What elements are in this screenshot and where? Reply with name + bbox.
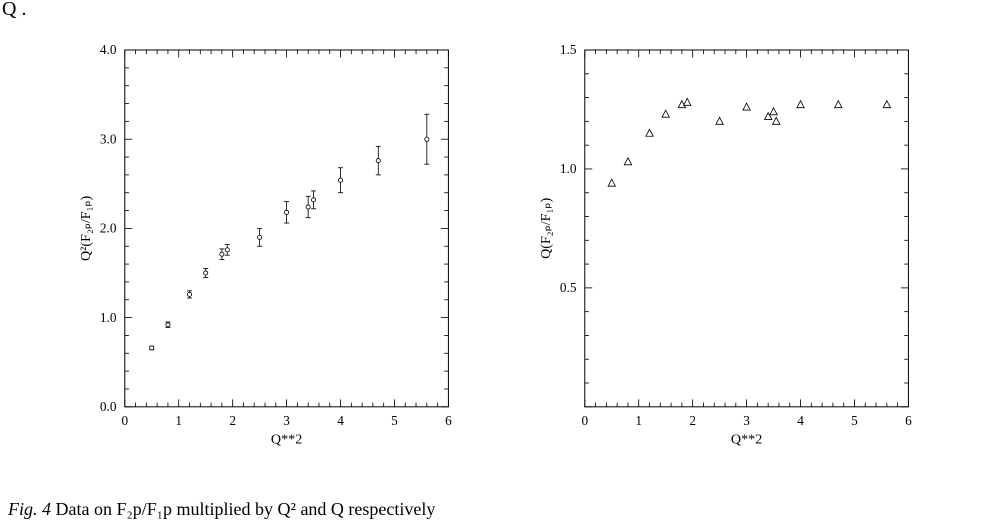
data-point: [883, 101, 890, 108]
data-point: [425, 137, 429, 141]
x-tick-label: 0: [581, 413, 588, 428]
y-tick-label: 4.0: [100, 42, 117, 57]
x-axis-label: Q**2: [731, 431, 762, 447]
figure-caption: Fig. 4 Data on F₂p/F₁p multiplied by Q² …: [8, 499, 435, 520]
x-tick-label: 1: [175, 413, 182, 428]
data-point: [797, 101, 804, 108]
plot-frame: [125, 50, 449, 407]
data-point: [258, 235, 262, 239]
y-tick-label: 1.0: [560, 161, 577, 176]
x-tick-label: 4: [797, 413, 804, 428]
data-point: [835, 101, 842, 108]
data-point: [204, 271, 208, 275]
data-point: [220, 252, 224, 256]
y-tick-label: 1.0: [100, 310, 117, 325]
x-tick-label: 0: [121, 413, 128, 428]
data-point: [187, 292, 191, 296]
x-tick-label: 2: [689, 413, 696, 428]
x-tick-label: 4: [337, 413, 344, 428]
data-point: [166, 323, 170, 327]
data-point: [376, 159, 380, 163]
corner-label: Q .: [2, 0, 26, 21]
left-chart: 0 1 2 3 4 5 6 0.0 1.0 2.0 3.0 4.0 Q**2 Q²(F₂ₚ/F₁ₚ): [75, 30, 465, 460]
x-tick-label: 6: [445, 413, 452, 428]
y-tick-label: 1.5: [560, 42, 577, 57]
data-point: [306, 205, 310, 209]
x-axis-label: Q**2: [271, 431, 302, 447]
x-tick-label: 5: [851, 413, 858, 428]
y-tick-label: 3.0: [100, 131, 117, 146]
x-tick-label: 3: [743, 413, 750, 428]
y-axis-label: Q²(F₂ₚ/F₁ₚ): [78, 195, 94, 261]
data-point: [646, 129, 653, 136]
data-point: [662, 110, 669, 117]
data-point: [624, 158, 631, 165]
data-point: [773, 117, 780, 124]
data-point: [150, 346, 154, 350]
data-point: [743, 103, 750, 110]
data-point: [770, 108, 777, 115]
data-point: [608, 179, 615, 186]
data-point: [225, 248, 229, 252]
data-point: [311, 198, 315, 202]
y-axis-label: Q(F₂ₚ/F₁ₚ): [538, 198, 554, 259]
data-point: [716, 117, 723, 124]
x-tick-label: 3: [283, 413, 290, 428]
right-chart: 0 1 2 3 4 5 6 0.5 1.0 1.5 Q**2 Q(F₂ₚ/F₁ₚ): [535, 30, 925, 460]
x-tick-label: 6: [905, 413, 912, 428]
y-tick-label: 2.0: [100, 221, 117, 236]
x-tick-label: 2: [229, 413, 236, 428]
data-point: [285, 210, 289, 214]
y-tick-label: 0.5: [560, 280, 577, 295]
data-point: [338, 178, 342, 182]
x-tick-label: 1: [635, 413, 642, 428]
x-tick-label: 5: [391, 413, 398, 428]
y-tick-label: 0.0: [100, 399, 117, 414]
data-point: [684, 98, 691, 105]
